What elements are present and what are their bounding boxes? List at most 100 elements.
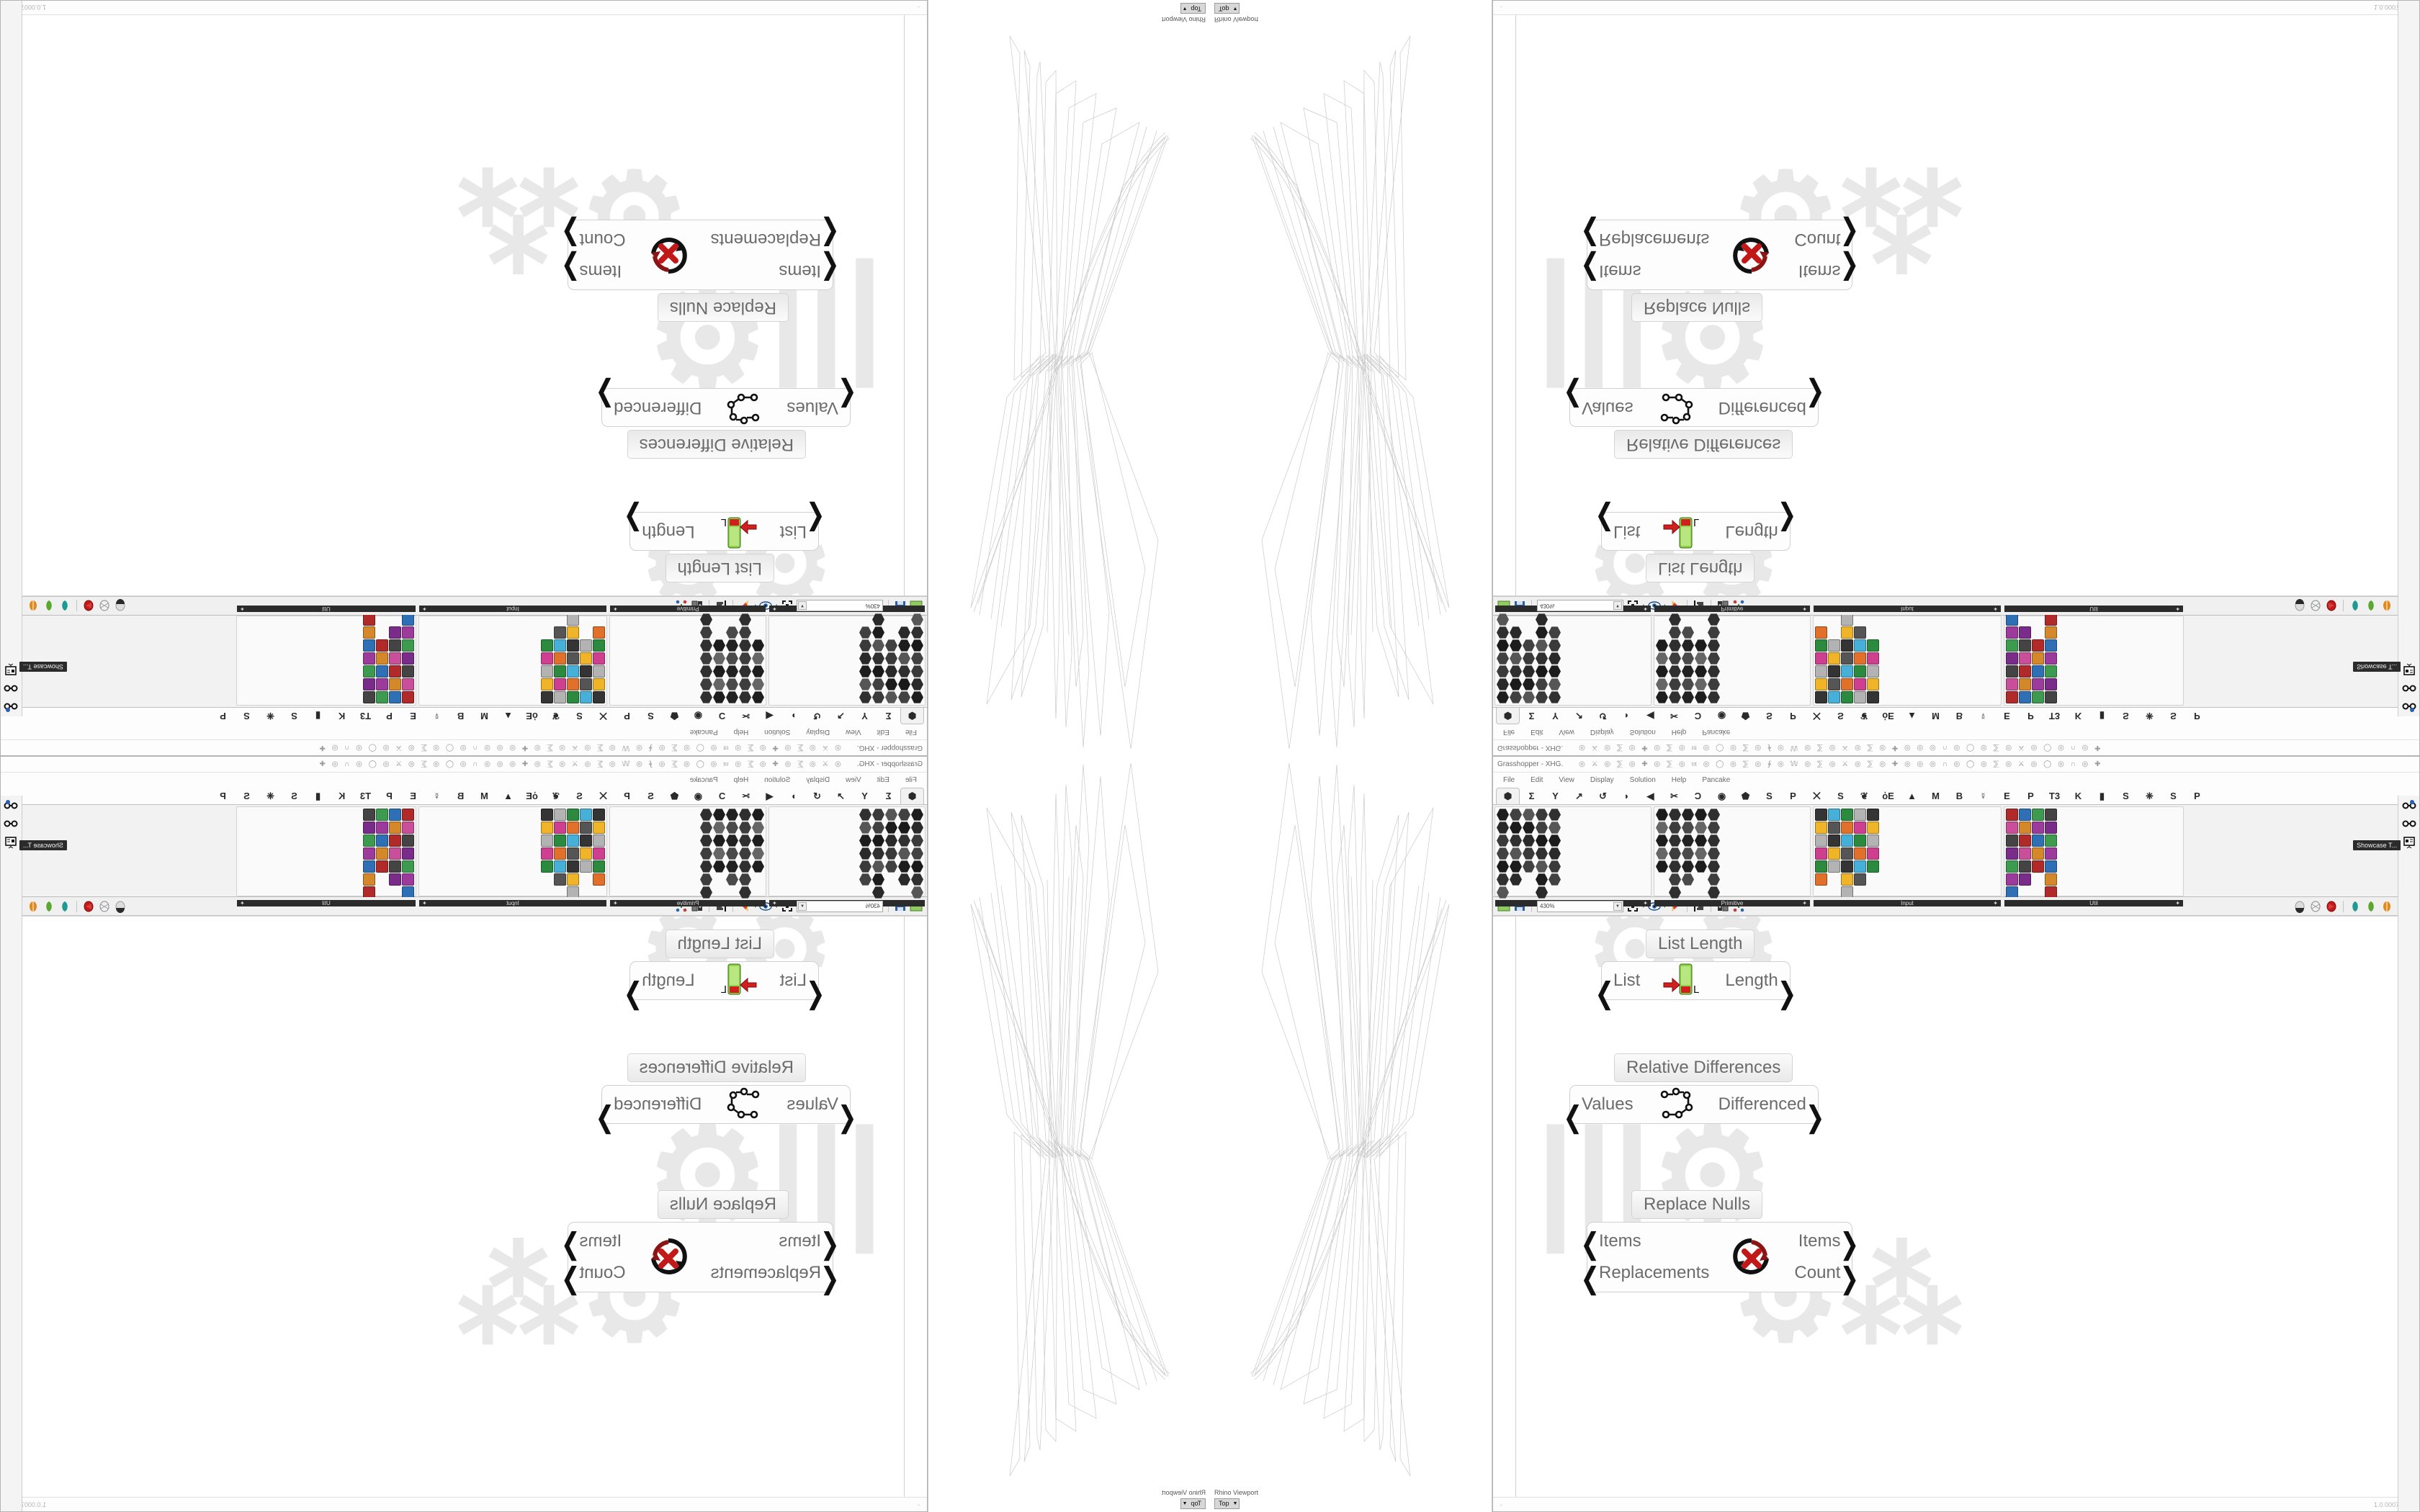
ribbon-component-icon[interactable] bbox=[1708, 639, 1720, 652]
ribbon-component-icon[interactable] bbox=[1708, 665, 1720, 678]
orange-preview-icon[interactable] bbox=[2380, 600, 2393, 613]
ribbon-component-icon[interactable] bbox=[389, 626, 401, 639]
ribbon-component-icon[interactable] bbox=[1854, 665, 1866, 678]
ribbon-component-icon[interactable] bbox=[1536, 860, 1548, 873]
rhino-viewport[interactable]: Rhino Viewport Top ▼ bbox=[928, 756, 1210, 1512]
output-pin-icon[interactable]: ❭ bbox=[593, 1102, 617, 1133]
t3-tab[interactable]: T3 bbox=[2048, 791, 2061, 801]
ribbon-component-icon[interactable] bbox=[1549, 665, 1561, 678]
green-tab[interactable]: ❈ bbox=[266, 711, 274, 722]
ribbon-component-icon[interactable] bbox=[752, 691, 764, 703]
s2-tab[interactable]: S bbox=[1837, 711, 1844, 721]
ribbon-component-icon[interactable] bbox=[1815, 873, 1827, 886]
green-preview-icon[interactable] bbox=[2365, 900, 2378, 913]
ribbon-component-icon[interactable] bbox=[2019, 652, 2031, 665]
geometry-group[interactable]: Geometry✦ bbox=[768, 806, 926, 906]
ribbon-component-icon[interactable] bbox=[885, 809, 897, 821]
menu-item-edit[interactable]: Edit bbox=[877, 728, 889, 737]
s2-tab[interactable]: S bbox=[576, 791, 583, 801]
ribbon-component-icon[interactable] bbox=[1669, 652, 1681, 665]
ribbon-component-icon[interactable] bbox=[911, 652, 923, 665]
primitive-group[interactable]: Primitive ✦ bbox=[609, 806, 766, 906]
ribbon-component-icon[interactable] bbox=[402, 626, 414, 639]
ribbon-component-icon[interactable] bbox=[554, 847, 566, 860]
ribbon-component-icon[interactable] bbox=[859, 626, 871, 639]
ribbon-component-icon[interactable] bbox=[1523, 652, 1535, 665]
ribbon-component-icon[interactable] bbox=[1497, 613, 1509, 626]
output-pin-icon[interactable]: ❭ bbox=[1837, 1263, 1862, 1295]
ribbon-component-icon[interactable] bbox=[1854, 652, 1866, 665]
ribbon-component-icon[interactable] bbox=[1682, 809, 1694, 821]
orange-preview-icon[interactable] bbox=[27, 900, 40, 913]
menu-item-file[interactable]: File bbox=[905, 775, 917, 784]
ribbon-component-icon[interactable] bbox=[1669, 691, 1681, 703]
ribbon-component-icon[interactable] bbox=[1497, 847, 1509, 860]
ribbon-component-icon[interactable] bbox=[1682, 691, 1694, 703]
ribbon-component-icon[interactable] bbox=[726, 822, 738, 834]
menu-item-pancake[interactable]: Pancake bbox=[689, 728, 718, 737]
chevron-down-icon[interactable]: ▾ bbox=[1642, 904, 1645, 909]
ribbon-component-icon[interactable] bbox=[1549, 847, 1561, 860]
menubar[interactable]: File Edit View Display Solution Help Pancake bbox=[1, 773, 927, 787]
ribbon-component-icon[interactable] bbox=[1497, 626, 1509, 639]
p2-tab[interactable]: P bbox=[386, 791, 393, 801]
ribbon-component-icon[interactable] bbox=[1497, 886, 1509, 899]
chevron-down-icon[interactable]: ▼ bbox=[798, 901, 807, 911]
params-tab[interactable]: ⬢ bbox=[1496, 788, 1520, 804]
menu-item-solution[interactable]: Solution bbox=[764, 775, 791, 784]
s1-tab[interactable]: S bbox=[647, 791, 654, 801]
ribbon-component-icon[interactable] bbox=[859, 834, 871, 847]
ribbon-component-icon[interactable] bbox=[2019, 626, 2031, 639]
ribbon-component-icon[interactable] bbox=[1815, 652, 1827, 665]
input-pin-icon[interactable]: ❬ bbox=[1578, 1228, 1603, 1260]
gh-canvas[interactable]: ⚙⚙ |||⚙ ⚙⁂ List Length ❬ List bbox=[1493, 916, 2419, 1497]
red-gem-icon[interactable] bbox=[82, 600, 95, 613]
ribbon-component-icon[interactable] bbox=[1497, 860, 1509, 873]
k-tab[interactable]: K bbox=[2074, 791, 2082, 801]
glasses-info-icon[interactable] bbox=[2402, 698, 2416, 712]
ribbon-component-icon[interactable] bbox=[2006, 626, 2018, 639]
input-pin-icon[interactable]: ❬ bbox=[1578, 252, 1603, 284]
ribbon-component-icon[interactable] bbox=[872, 665, 884, 678]
shaded-sphere-icon[interactable] bbox=[2293, 900, 2306, 913]
ribbon-component-icon[interactable] bbox=[1841, 626, 1853, 639]
ribbon-component-icon[interactable] bbox=[726, 847, 738, 860]
ribbon-component-icon[interactable] bbox=[1828, 834, 1840, 847]
ribbon-component-icon[interactable] bbox=[2032, 691, 2044, 703]
ribbon-component-icon[interactable] bbox=[2006, 834, 2018, 847]
ribbon-component-icon[interactable] bbox=[1695, 809, 1707, 821]
ribbon-component-icon[interactable] bbox=[739, 860, 751, 873]
ribbon-group-pin-icon[interactable]: ✦ bbox=[1643, 606, 1648, 612]
intersect-tab[interactable]: ✂ bbox=[1670, 711, 1678, 722]
component-body[interactable]: ❬ Values Diffe bbox=[1561, 379, 1827, 427]
ribbon-group-pin-icon[interactable]: ✦ bbox=[240, 900, 245, 906]
menu-item-file[interactable]: File bbox=[1503, 775, 1515, 784]
menubar[interactable]: File Edit View Display Solution Help Pancake bbox=[1493, 773, 2419, 787]
input-pin-icon[interactable]: ❬ bbox=[1592, 978, 1617, 1009]
t3-tab[interactable]: T3 bbox=[2048, 711, 2061, 721]
ribbon-component-icon[interactable] bbox=[1841, 860, 1853, 873]
wireframe-icon[interactable] bbox=[98, 900, 111, 913]
ribbon-component-icon[interactable] bbox=[541, 860, 553, 873]
mesh-tab[interactable]: ◀ bbox=[766, 711, 774, 722]
ribbon-component-icon[interactable] bbox=[1841, 639, 1853, 652]
ribbon-component-icon[interactable] bbox=[1669, 834, 1681, 847]
ribbon-component-icon[interactable] bbox=[859, 691, 871, 703]
ribbon-component-icon[interactable] bbox=[2032, 809, 2044, 821]
shaded-sphere-icon[interactable] bbox=[114, 599, 127, 613]
ribbon-component-icon[interactable] bbox=[389, 665, 401, 678]
b-tab[interactable]: B bbox=[1955, 791, 1963, 801]
ribbon-component-icon[interactable] bbox=[898, 873, 910, 886]
ribbon-component-icon[interactable] bbox=[1841, 691, 1853, 703]
ribbon-component-icon[interactable] bbox=[1523, 639, 1535, 652]
m-tab[interactable]: M bbox=[1932, 711, 1940, 721]
ribbon-component-icon[interactable] bbox=[713, 809, 725, 821]
ribbon-component-icon[interactable] bbox=[541, 809, 553, 821]
mesh-tab[interactable]: ◀ bbox=[766, 790, 774, 801]
ribbon-component-icon[interactable] bbox=[898, 665, 910, 678]
output-pin-icon[interactable]: ❭ bbox=[1775, 503, 1799, 534]
input-pin-icon[interactable]: ❬ bbox=[817, 1263, 842, 1295]
ribbon-component-icon[interactable] bbox=[2032, 860, 2044, 873]
ribbon-component-icon[interactable] bbox=[1854, 691, 1866, 703]
presentation-icon[interactable] bbox=[5, 660, 18, 676]
